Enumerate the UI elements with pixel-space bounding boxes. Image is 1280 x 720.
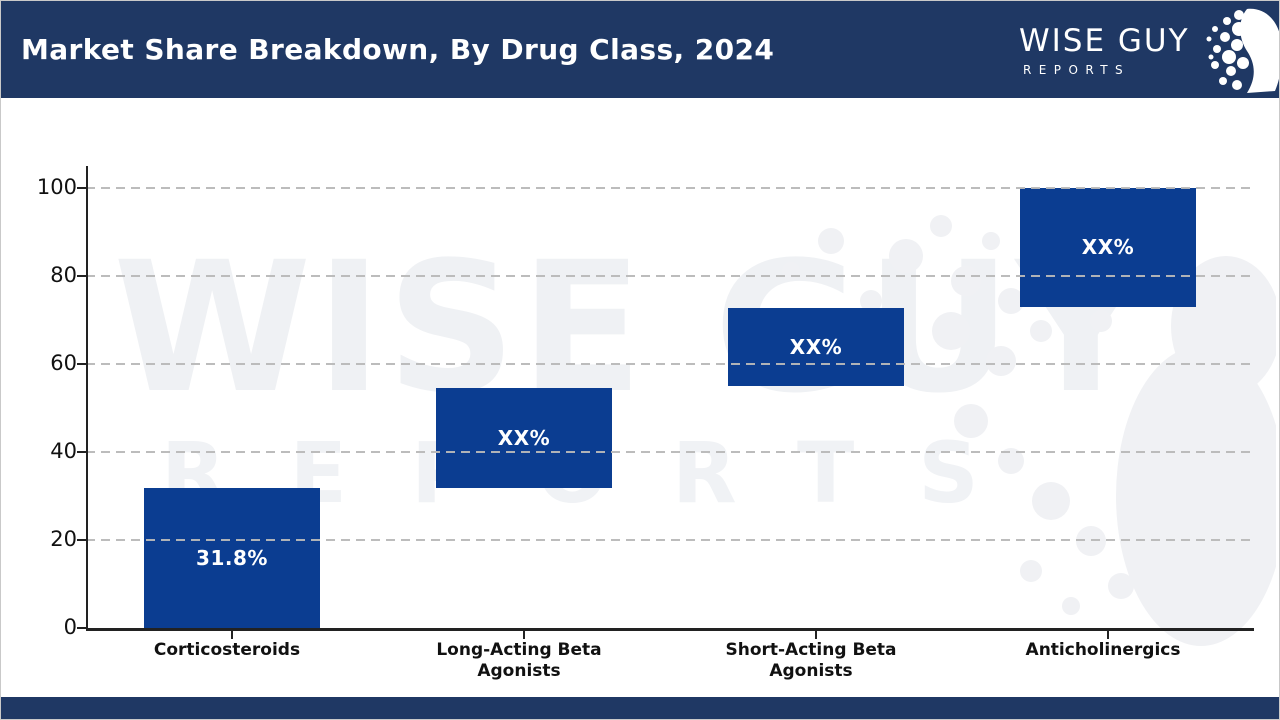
bar-label: XX% — [1081, 235, 1135, 260]
y-tick — [77, 363, 86, 365]
page-title: Market Share Breakdown, By Drug Class, 2… — [21, 33, 775, 66]
x-axis-line — [86, 628, 1254, 631]
logo-wordmark: WISE GUY — [1019, 23, 1190, 59]
y-axis-line — [86, 166, 88, 631]
bar: XX% — [728, 308, 904, 386]
watermark-dots-head — [782, 215, 1276, 646]
category-label: Anticholinergics — [1025, 640, 1181, 660]
gridline — [86, 539, 1254, 541]
y-tick — [77, 539, 86, 541]
y-tick — [77, 275, 86, 277]
x-tick — [523, 631, 525, 639]
logo: WISE GUY REPORTS — [1019, 7, 1279, 93]
bar-label: 31.8% — [196, 546, 268, 571]
gridline — [86, 187, 1254, 189]
bar: XX% — [1020, 188, 1196, 307]
footer-bar — [1, 697, 1279, 719]
gridline — [86, 363, 1254, 365]
logo-reports-label: REPORTS — [1023, 63, 1131, 77]
x-tick — [231, 631, 233, 639]
bar-label: XX% — [497, 426, 551, 451]
y-tick-label: 100 — [36, 175, 77, 199]
header-bar: Market Share Breakdown, By Drug Class, 2… — [1, 1, 1279, 98]
x-tick — [815, 631, 817, 639]
bar-label: XX% — [789, 335, 843, 360]
y-tick-label: 80 — [50, 263, 77, 287]
category-label: Short-Acting Beta Agonists — [725, 640, 897, 682]
x-tick — [1107, 631, 1109, 639]
y-tick-label: 20 — [50, 527, 77, 551]
category-label: Corticosteroids — [153, 640, 301, 660]
bar: XX% — [436, 388, 612, 489]
category-label: Long-Acting Beta Agonists — [436, 640, 602, 682]
wiseguy-head-icon — [1206, 8, 1279, 93]
y-tick — [77, 451, 86, 453]
bar: 31.8% — [144, 488, 320, 628]
y-tick — [77, 187, 86, 189]
y-tick — [77, 627, 86, 629]
y-tick-label: 60 — [50, 351, 77, 375]
y-tick-label: 40 — [50, 439, 77, 463]
gridline — [86, 275, 1254, 277]
gridline — [86, 451, 1254, 453]
y-tick-label: 0 — [63, 615, 77, 639]
